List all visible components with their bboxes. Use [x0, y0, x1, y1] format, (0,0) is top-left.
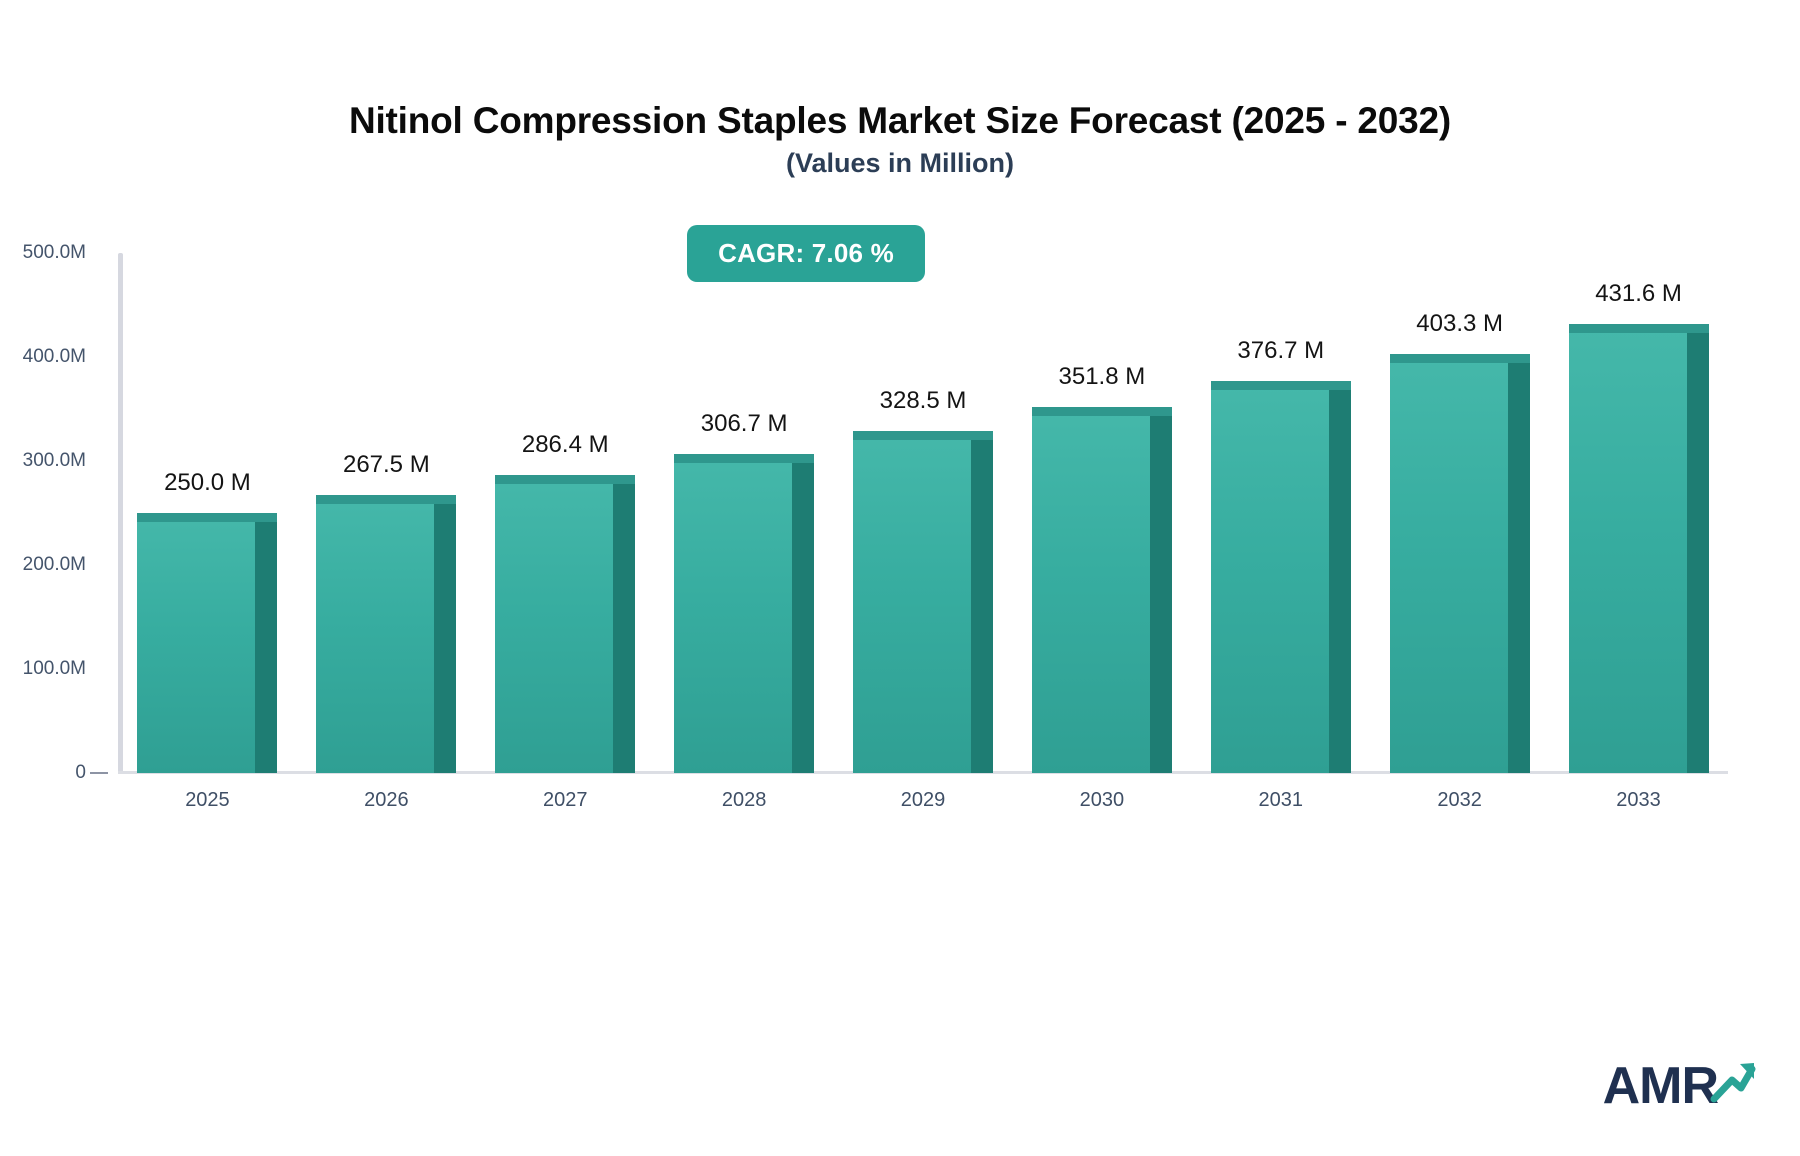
x-axis-tick-label: 2025	[185, 789, 230, 811]
bar-value-label: 431.6 M	[1595, 280, 1682, 308]
bar-front-face	[495, 475, 614, 773]
page-title: Nitinol Compression Staples Market Size …	[348, 100, 1452, 141]
bar-side-face	[1507, 362, 1530, 773]
bar-value-label: 351.8 M	[1058, 363, 1146, 391]
bar-top-face	[316, 494, 457, 504]
bar-value-label: 250.0 M	[164, 469, 251, 496]
bar-front-face	[853, 431, 971, 773]
bar-top-face	[1389, 353, 1530, 363]
growth-arrow-icon	[1710, 1059, 1756, 1108]
x-axis-tick-label: 2027	[542, 789, 588, 811]
bar-value-label: 306.7 M	[700, 410, 788, 438]
bar-value-label: 286.4 M	[521, 431, 609, 459]
bar-side-face	[1686, 333, 1709, 773]
y-axis-tick-label: 400.0M	[22, 346, 86, 367]
bar-value-label: 267.5 M	[342, 450, 430, 478]
x-axis-tick-label: 2031	[1258, 789, 1304, 811]
cagr-badge: CAGR: 7.06 %	[687, 225, 925, 282]
y-axis-line	[118, 253, 123, 773]
bar-top-face	[1210, 381, 1351, 391]
bar-value-label: 376.7 M	[1237, 337, 1325, 365]
bar-front-face	[1210, 381, 1329, 773]
y-axis-tick-label: 300.0M	[22, 450, 86, 471]
bar-side-face	[792, 463, 815, 773]
x-axis-tick-label: 2030	[1079, 789, 1125, 811]
y-axis-tick-label: 200.0M	[22, 554, 86, 575]
y-axis-labels: 0 100.0M 200.0M 300.0M 400.0M 500.0M	[0, 0, 108, 1156]
x-axis-tick-label: 2033	[1616, 789, 1661, 811]
bar-side-face	[613, 484, 636, 773]
bar-value-label: 403.3 M	[1416, 309, 1504, 337]
y-axis-tick-label: 500.0M	[22, 242, 86, 263]
y-axis-zero-tick	[90, 772, 108, 774]
bar-series: 250.0 M 267.5 M 286.4 M 306.7 M 328.5 M 351.8…	[118, 253, 1728, 773]
bar-front-face	[674, 454, 793, 773]
amr-logo-text: AMR	[1602, 1057, 1719, 1115]
bar-top-face	[674, 454, 815, 464]
bar-side-face	[971, 440, 993, 773]
x-axis-tick-label: 2028	[721, 789, 767, 811]
y-axis-tick-label: 100.0M	[22, 658, 86, 679]
bar-side-face	[1328, 390, 1351, 773]
cagr-badge-label: CAGR: 7.06 %	[718, 238, 894, 268]
bar-front-face	[316, 494, 435, 773]
bar-front-face	[137, 513, 256, 773]
bar-top-face	[495, 475, 636, 485]
amr-logo: AMR	[1603, 1059, 1756, 1112]
bar-top-face	[1031, 407, 1172, 417]
bar-top-face	[853, 431, 993, 441]
x-axis-tick-label: 2029	[900, 789, 946, 811]
y-axis-tick-label: 0	[75, 762, 86, 783]
bar-front-face	[1031, 407, 1150, 773]
bar-side-face	[255, 522, 278, 773]
x-axis-tick-label: 2026	[364, 789, 409, 811]
bar-top-face	[1568, 324, 1709, 334]
bar-front-face	[1568, 324, 1687, 773]
bar-side-face	[1149, 416, 1172, 773]
bar-side-face	[434, 503, 457, 773]
bar-front-face	[1389, 353, 1508, 773]
bar-value-label: 328.5 M	[879, 387, 967, 415]
x-axis-tick-label: 2032	[1437, 789, 1482, 811]
bar-top-face	[137, 513, 278, 522]
chart-subtitle: (Values in Million)	[785, 148, 1015, 178]
